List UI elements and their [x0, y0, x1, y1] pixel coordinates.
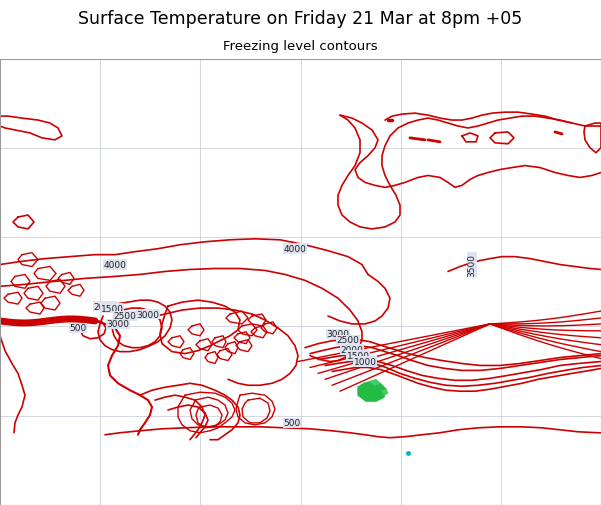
Text: Freezing level contours: Freezing level contours	[223, 40, 378, 53]
Text: 3000: 3000	[136, 310, 159, 319]
Text: 2500: 2500	[337, 336, 359, 344]
Text: 1500: 1500	[347, 351, 370, 361]
Text: 4000: 4000	[103, 261, 126, 270]
Polygon shape	[382, 389, 388, 395]
Text: 2500: 2500	[114, 312, 136, 321]
Text: 3500: 3500	[468, 254, 477, 277]
Text: 3000: 3000	[106, 320, 129, 329]
Text: 1500: 1500	[100, 304, 123, 313]
Text: 3000: 3000	[326, 330, 350, 339]
Text: 500: 500	[284, 419, 300, 428]
Polygon shape	[370, 380, 380, 385]
Polygon shape	[358, 382, 386, 401]
Text: 2000: 2000	[94, 302, 117, 311]
Text: Surface Temperature on Friday 21 Mar at 8pm +05: Surface Temperature on Friday 21 Mar at …	[78, 10, 523, 28]
Text: 4000: 4000	[284, 245, 307, 254]
Text: 1000: 1000	[353, 358, 376, 366]
Text: 2000: 2000	[341, 345, 364, 355]
Text: 500: 500	[69, 324, 87, 333]
